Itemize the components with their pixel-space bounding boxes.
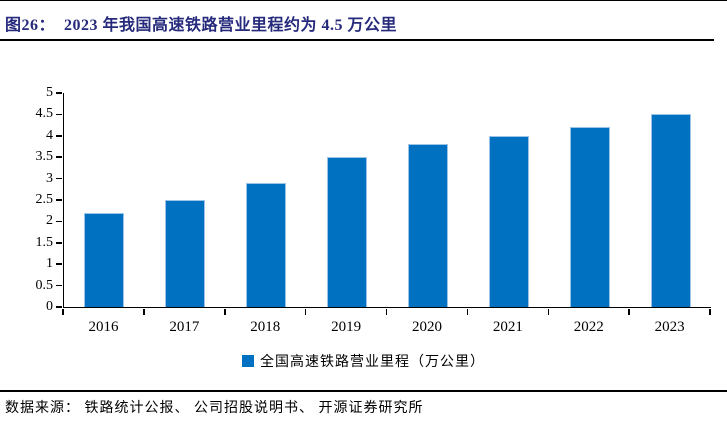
y-axis-tick xyxy=(55,113,62,116)
y-axis-label: 3.5 xyxy=(35,149,54,165)
x-axis-label-2022: 2022 xyxy=(573,319,604,335)
bar-2016 xyxy=(84,212,125,307)
x-axis-label-2021: 2021 xyxy=(492,319,523,335)
data-source-note: 数据来源： 铁路统计公报、 公司招股说明书、 开源证券研究所 xyxy=(5,401,424,416)
bar-2018 xyxy=(246,182,287,307)
x-axis-tick xyxy=(304,308,307,315)
x-axis-label-2017: 2017 xyxy=(169,319,200,335)
y-axis-label: 3 xyxy=(46,170,53,186)
x-axis-label-2016: 2016 xyxy=(88,319,119,335)
x-axis-tick xyxy=(224,308,226,315)
x-axis-label-2018: 2018 xyxy=(250,319,281,335)
footer-divider xyxy=(0,390,727,392)
x-axis-label-2019: 2019 xyxy=(331,319,362,335)
x-axis-tick xyxy=(628,308,630,315)
x-axis-tick xyxy=(62,308,64,315)
y-axis-label: 1.5 xyxy=(35,234,54,250)
y-axis-tick xyxy=(55,306,62,308)
y-axis-label: 4.5 xyxy=(35,106,54,122)
figure-title: 图26： 2023 年我国高速铁路营业里程约为 4.5 万公里 xyxy=(5,17,398,34)
y-axis-label: 0 xyxy=(46,299,53,314)
legend-swatch-icon xyxy=(242,355,254,367)
plot-area xyxy=(63,93,711,308)
x-axis-tick xyxy=(547,308,549,315)
y-axis-tick xyxy=(55,263,62,265)
y-axis-tick xyxy=(55,242,62,244)
chart-legend: 全国高速铁路营业里程（万公里） xyxy=(0,351,727,371)
legend-label: 全国高速铁路营业里程（万公里） xyxy=(260,355,485,370)
y-axis-tick xyxy=(55,284,62,287)
bar-2023 xyxy=(650,114,691,307)
y-axis-label: 2 xyxy=(46,213,53,229)
bar-2019 xyxy=(327,157,368,307)
y-axis-tick xyxy=(55,135,62,137)
y-axis-tick xyxy=(55,156,62,158)
x-axis-tick xyxy=(466,308,469,315)
x-axis-label-2020: 2020 xyxy=(411,319,442,335)
x-axis-label-2023: 2023 xyxy=(654,319,685,335)
x-axis-tick xyxy=(385,308,388,315)
x-axis-tick xyxy=(709,308,711,315)
bar-2017 xyxy=(165,200,206,307)
y-axis-label: 2.5 xyxy=(35,192,54,207)
bar-2020 xyxy=(407,144,448,307)
y-axis-label: 4 xyxy=(46,127,53,143)
bar-2022 xyxy=(569,127,610,307)
title-divider xyxy=(0,39,714,41)
y-axis-tick xyxy=(55,92,62,94)
y-axis-label: 5 xyxy=(46,85,53,100)
y-axis-label: 1 xyxy=(46,256,53,272)
y-axis-tick xyxy=(55,177,62,180)
x-axis-tick xyxy=(143,308,145,315)
top-divider xyxy=(0,0,727,1)
y-axis-tick xyxy=(55,220,62,223)
y-axis-label: 0.5 xyxy=(35,277,54,293)
bar-2021 xyxy=(488,135,529,307)
y-axis-tick xyxy=(55,199,62,201)
